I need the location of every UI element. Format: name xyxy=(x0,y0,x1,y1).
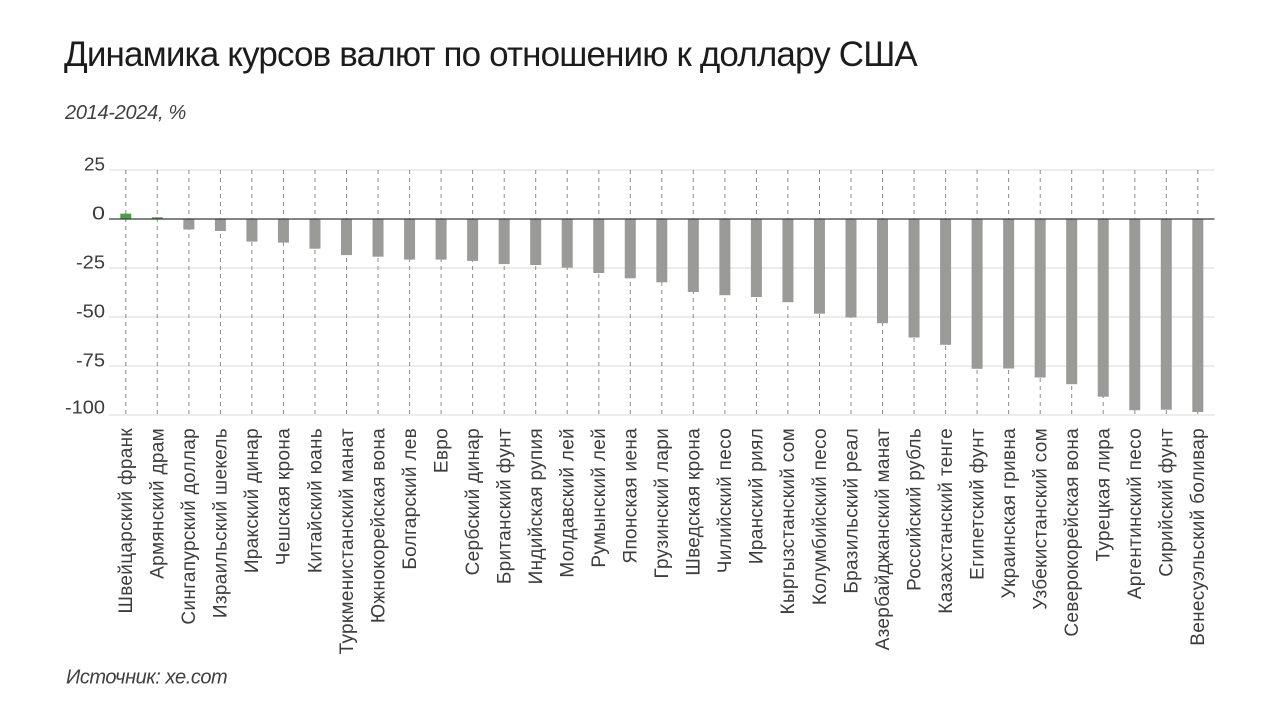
svg-text:Грузинский лари: Грузинский лари xyxy=(652,428,673,579)
svg-text:-100: -100 xyxy=(65,397,105,418)
svg-text:Кыргызстанский сом: Кыргызстанский сом xyxy=(778,428,799,614)
svg-text:Северокорейская вона: Северокорейская вона xyxy=(1062,428,1083,637)
svg-text:Китайский юань: Китайский юань xyxy=(305,428,326,573)
svg-text:Иракский динар: Иракский динар xyxy=(242,428,263,573)
svg-text:-50: -50 xyxy=(76,301,105,322)
svg-text:Японская иена: Японская иена xyxy=(621,428,642,564)
svg-text:Шведская крона: Шведская крона xyxy=(684,428,705,576)
svg-text:25: 25 xyxy=(84,154,105,175)
svg-text:Узбекистанский сом: Узбекистанский сом xyxy=(1030,428,1051,610)
svg-text:Азербайджанский манат: Азербайджанский манат xyxy=(873,428,894,650)
svg-text:-75: -75 xyxy=(76,350,105,371)
svg-text:Швейцарский франк: Швейцарский франк xyxy=(116,428,137,614)
svg-text:Британский фунт: Британский фунт xyxy=(494,428,515,584)
svg-text:Индийская рупия: Индийская рупия xyxy=(526,428,547,584)
svg-text:Динамика курсов валют по отнош: Динамика курсов валют по отношению к дол… xyxy=(64,35,918,74)
svg-text:Казахстанский тенге: Казахстанский тенге xyxy=(936,428,957,614)
svg-text:Болгарский лев: Болгарский лев xyxy=(400,428,421,570)
svg-text:Сингапурский доллар: Сингапурский доллар xyxy=(179,428,200,625)
svg-text:Чешская крона: Чешская крона xyxy=(274,428,295,565)
svg-text:Аргентинский песо: Аргентинский песо xyxy=(1125,428,1146,599)
svg-text:Сирийский фунт: Сирийский фунт xyxy=(1157,428,1178,577)
svg-text:Молдавский лей: Молдавский лей xyxy=(557,428,578,578)
svg-text:Колумбийский песо: Колумбийский песо xyxy=(810,428,831,605)
svg-text:Египетский фунт: Египетский фунт xyxy=(967,428,988,580)
svg-text:Туркменистанский манат: Туркменистанский манат xyxy=(337,428,358,654)
svg-text:Румынский лей: Румынский лей xyxy=(589,428,610,568)
svg-text:Венесуэльский боливар: Венесуэльский боливар xyxy=(1188,428,1209,646)
svg-text:Бразильский реал: Бразильский реал xyxy=(841,428,862,594)
svg-text:Израильский шекель: Израильский шекель xyxy=(211,428,232,618)
svg-text:Источник: xe.com: Источник: xe.com xyxy=(66,667,227,689)
svg-text:Армянский драм: Армянский драм xyxy=(148,428,169,579)
svg-text:Российский рубль: Российский рубль xyxy=(904,428,925,591)
svg-text:0: 0 xyxy=(92,203,105,224)
svg-text:Чилийский песо: Чилийский песо xyxy=(715,428,736,573)
svg-text:Евро: Евро xyxy=(431,428,452,473)
svg-text:Южнокорейская вона: Южнокорейская вона xyxy=(368,428,389,623)
svg-text:-25: -25 xyxy=(76,252,105,273)
svg-text:Иранский риял: Иранский риял xyxy=(747,428,768,564)
svg-text:Турецкая лира: Турецкая лира xyxy=(1093,428,1114,562)
svg-text:2014-2024, %: 2014-2024, % xyxy=(64,102,186,124)
svg-text:Украинская гривна: Украинская гривна xyxy=(999,428,1020,599)
svg-text:Сербский динар: Сербский динар xyxy=(463,428,484,575)
